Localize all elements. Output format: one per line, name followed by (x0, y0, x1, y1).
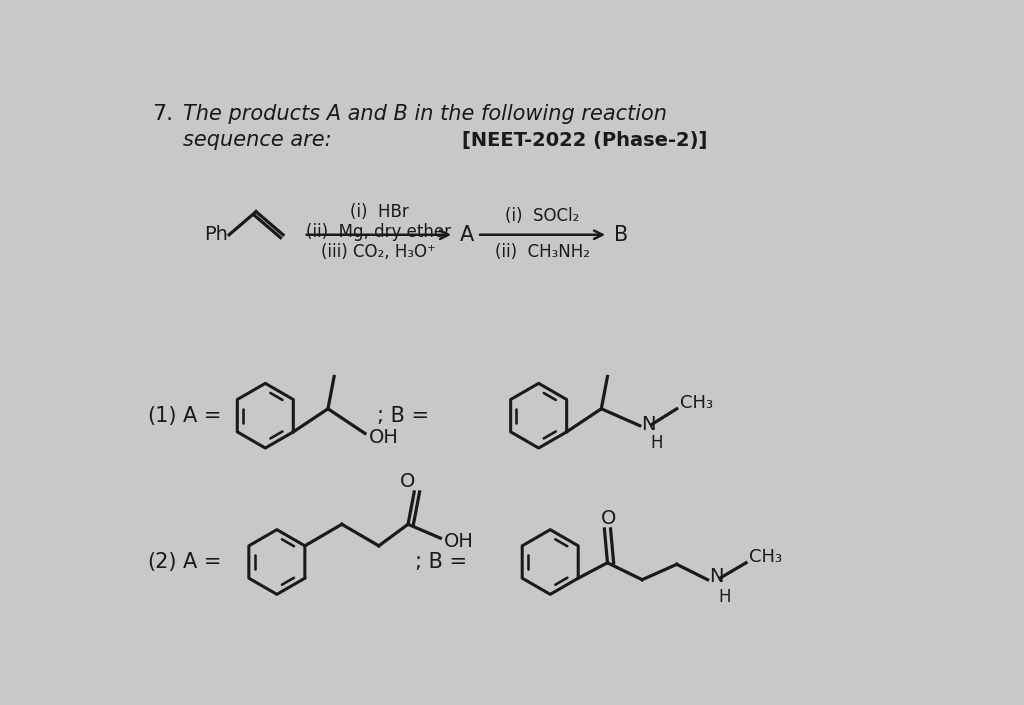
Text: N: N (709, 567, 724, 586)
Text: B: B (614, 225, 629, 245)
Text: The products A and B in the following reaction: The products A and B in the following re… (183, 104, 667, 124)
Text: Ph: Ph (204, 226, 227, 244)
Text: (ii)  CH₃NH₂: (ii) CH₃NH₂ (495, 243, 590, 262)
Text: N: N (641, 415, 655, 434)
Text: sequence are:: sequence are: (183, 130, 332, 150)
Text: ; B =: ; B = (377, 405, 429, 426)
Text: A =: A = (183, 405, 221, 426)
Text: (2): (2) (147, 552, 177, 572)
Text: ; B =: ; B = (416, 552, 468, 572)
Text: OH: OH (443, 532, 473, 551)
Text: CH₃: CH₃ (750, 548, 782, 565)
Text: OH: OH (369, 428, 398, 447)
Text: CH₃: CH₃ (680, 393, 713, 412)
Text: 7.: 7. (153, 104, 173, 124)
Text: (1): (1) (147, 405, 177, 426)
Text: (ii)  Mg, dry ether: (ii) Mg, dry ether (306, 223, 452, 241)
Text: (i)  SOCl₂: (i) SOCl₂ (505, 207, 580, 224)
Text: (iii) CO₂, H₃O⁺: (iii) CO₂, H₃O⁺ (322, 243, 436, 262)
Text: A: A (460, 225, 474, 245)
Text: H: H (719, 588, 731, 606)
Text: A =: A = (183, 552, 221, 572)
Text: [NEET-2022 (Phase-2)]: [NEET-2022 (Phase-2)] (462, 130, 707, 149)
Text: H: H (650, 434, 664, 452)
Text: O: O (601, 508, 616, 527)
Text: O: O (400, 472, 416, 491)
Text: (i)  HBr: (i) HBr (349, 202, 409, 221)
